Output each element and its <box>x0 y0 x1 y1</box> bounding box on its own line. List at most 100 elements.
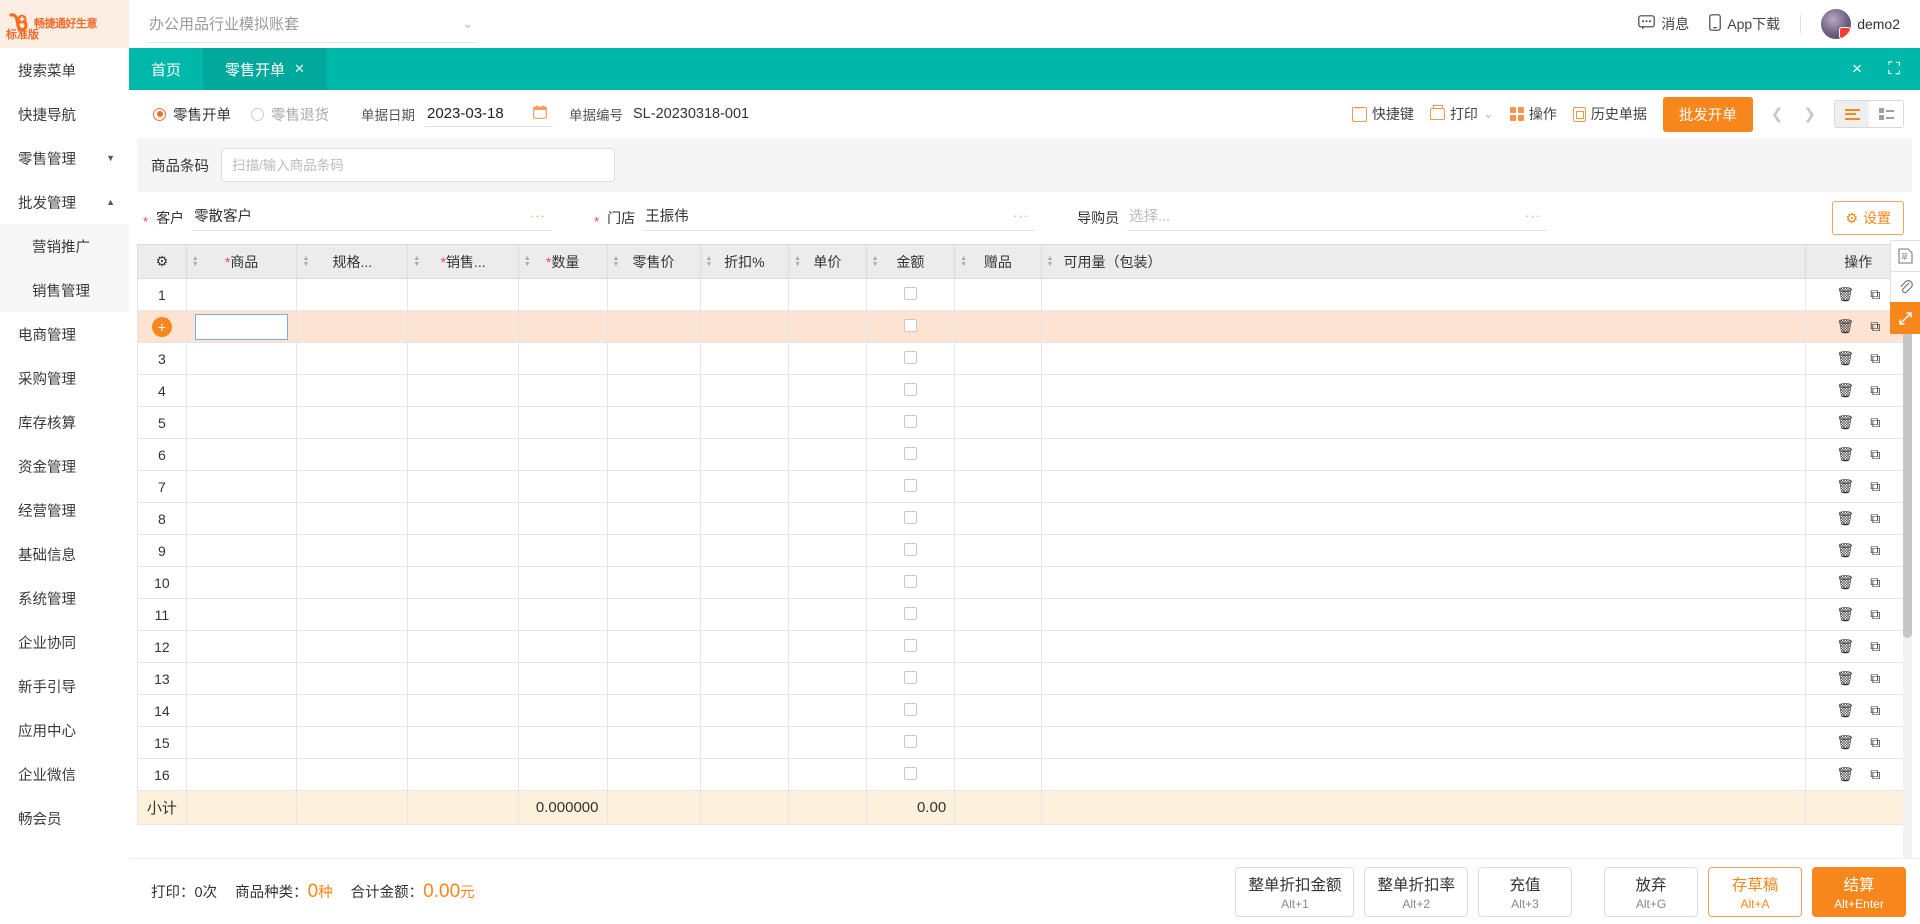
sort-icon[interactable]: ▲ ▼ <box>705 254 713 268</box>
table-row[interactable]: 3 🗑 ⧉ <box>137 342 1912 375</box>
trash-icon[interactable]: 🗑 <box>1836 414 1855 430</box>
table-row[interactable]: 11 🗑 ⧉ <box>137 598 1912 631</box>
sort-icon[interactable]: ▲ ▼ <box>612 254 620 268</box>
trash-icon[interactable]: 🗑 <box>1836 542 1855 558</box>
copy-row-icon[interactable]: ⧉ <box>1870 638 1881 654</box>
sidebar-item-retail-mgmt[interactable]: 零售管理 ▼ <box>0 136 129 180</box>
table-row[interactable]: 14 🗑 ⧉ <box>137 694 1912 727</box>
column-header-retail-price[interactable]: ▲ ▼ 零售价 <box>606 244 701 279</box>
card-view-icon[interactable] <box>1869 101 1903 127</box>
user-menu[interactable]: demo2 <box>1821 9 1900 39</box>
guide-input[interactable]: 选择... ··· <box>1127 205 1548 231</box>
shortcut-keys-button[interactable]: 快捷键 <box>1351 103 1414 124</box>
print-button[interactable]: 打印 ⌄ <box>1429 104 1494 124</box>
copy-row-icon[interactable]: ⧉ <box>1870 734 1881 750</box>
sort-icon[interactable]: ▲ ▼ <box>302 254 310 268</box>
gift-checkbox[interactable] <box>903 702 917 716</box>
gift-checkbox[interactable] <box>903 478 917 492</box>
trash-icon[interactable]: 🗑 <box>1836 638 1855 654</box>
trash-icon[interactable]: 🗑 <box>1836 574 1855 590</box>
trash-icon[interactable]: 🗑 <box>1836 606 1855 622</box>
column-header-sales[interactable]: ▲ ▼ *销售... <box>407 244 519 279</box>
expand-icon[interactable] <box>1890 302 1920 334</box>
close-all-tabs-icon[interactable]: × <box>1852 59 1863 78</box>
table-row[interactable]: 13 🗑 ⧉ <box>137 662 1912 695</box>
gear-icon[interactable]: ⚙ <box>155 253 169 269</box>
copy-row-icon[interactable]: ⧉ <box>1870 446 1881 462</box>
fullscreen-icon[interactable]: ⛶ <box>1888 59 1900 78</box>
table-settings-header[interactable]: ⚙ <box>137 244 187 279</box>
gift-checkbox[interactable] <box>903 286 917 300</box>
copy-row-icon[interactable]: ⧉ <box>1870 574 1881 590</box>
table-row[interactable]: 4 🗑 ⧉ <box>137 374 1912 407</box>
calendar-icon[interactable] <box>533 104 547 122</box>
scrollbar-thumb[interactable] <box>1903 278 1912 638</box>
table-row[interactable]: 5 🗑 ⧉ <box>137 406 1912 439</box>
sidebar-item-ecommerce[interactable]: 电商管理 <box>0 312 129 356</box>
sidebar-item-sales-mgmt[interactable]: 销售管理 <box>0 268 129 312</box>
ellipsis-icon[interactable]: ··· <box>1525 208 1542 223</box>
copy-row-icon[interactable]: ⧉ <box>1870 286 1881 302</box>
table-row[interactable]: 1 🗑 ⧉ <box>137 278 1912 311</box>
copy-row-icon[interactable]: ⧉ <box>1870 318 1881 334</box>
gift-checkbox[interactable] <box>903 510 917 524</box>
trash-icon[interactable]: 🗑 <box>1836 382 1855 398</box>
column-header-gift[interactable]: ▲ ▼ 赠品 <box>954 244 1042 279</box>
table-row[interactable]: 7 🗑 ⧉ <box>137 470 1912 503</box>
sidebar-item-funds[interactable]: 资金管理 <box>0 444 129 488</box>
copy-row-icon[interactable]: ⧉ <box>1870 478 1881 494</box>
sidebar-item-marketing[interactable]: 营销推广 <box>0 224 129 268</box>
copy-row-icon[interactable]: ⧉ <box>1870 702 1881 718</box>
chevron-left-icon[interactable]: ❮ <box>1770 106 1784 123</box>
sidebar-item-system-mgmt[interactable]: 系统管理 <box>0 576 129 620</box>
trash-icon[interactable]: 🗑 <box>1836 734 1855 750</box>
recharge-button[interactable]: 充值 Alt+3 <box>1478 866 1572 917</box>
whole-order-discount-amount-button[interactable]: 整单折扣金额 Alt+1 <box>1235 866 1355 917</box>
chevron-right-icon[interactable]: ❯ <box>1803 106 1816 123</box>
settings-button[interactable]: ⚙ 设置 <box>1832 201 1904 235</box>
sidebar-item-wechat-work[interactable]: 企业微信 <box>0 752 129 796</box>
gift-checkbox[interactable] <box>903 734 917 748</box>
gift-checkbox[interactable] <box>903 318 917 332</box>
gift-checkbox[interactable] <box>903 574 917 588</box>
radio-retail-order[interactable]: 零售开单 <box>153 104 231 125</box>
column-header-available[interactable]: ▲ ▼ 可用量（包装） <box>1040 244 1806 279</box>
trash-icon[interactable]: 🗑 <box>1836 286 1855 302</box>
trash-icon[interactable]: 🗑 <box>1836 670 1855 686</box>
list-view-icon[interactable] <box>1835 101 1869 127</box>
sort-icon[interactable]: ▲ ▼ <box>413 254 421 268</box>
sidebar-item-search-menu[interactable]: 搜索菜单 <box>0 48 129 92</box>
sidebar-item-quick-nav[interactable]: 快捷导航 <box>0 92 129 136</box>
operate-button[interactable]: 操作 <box>1509 104 1557 124</box>
account-selector[interactable]: 办公用品行业模拟账套 ⌄ <box>147 5 477 43</box>
column-header-unit-price[interactable]: ▲ ▼ 单价 <box>788 244 867 279</box>
table-row[interactable]: 9 🗑 ⧉ <box>137 534 1912 567</box>
copy-row-icon[interactable]: ⧉ <box>1870 670 1881 686</box>
sidebar-item-basic-info[interactable]: 基础信息 <box>0 532 129 576</box>
row-add-button[interactable]: + <box>137 310 187 343</box>
sidebar-item-inventory[interactable]: 库存核算 <box>0 400 129 444</box>
add-row-icon[interactable]: + <box>151 316 172 337</box>
store-input[interactable]: 王振伟 ··· <box>643 205 1036 231</box>
table-row[interactable]: 15 🗑 ⧉ <box>137 726 1912 759</box>
sidebar-item-collaboration[interactable]: 企业协同 <box>0 620 129 664</box>
gift-checkbox[interactable] <box>903 542 917 556</box>
sidebar-item-app-center[interactable]: 应用中心 <box>0 708 129 752</box>
customer-input[interactable]: 零散客户 ··· <box>192 205 553 231</box>
history-documents-button[interactable]: 历史单据 <box>1572 104 1647 124</box>
tab-home[interactable]: 首页 <box>129 48 203 90</box>
table-vertical-scrollbar[interactable] <box>1903 244 1912 858</box>
trash-icon[interactable]: 🗑 <box>1836 702 1855 718</box>
column-header-spec[interactable]: ▲ ▼ 规格... <box>296 244 409 279</box>
column-header-product[interactable]: ▲ ▼ *商品 <box>185 244 298 279</box>
trash-icon[interactable]: 🗑 <box>1836 478 1855 494</box>
sidebar-item-wholesale-mgmt[interactable]: 批发管理 ▲ <box>0 180 129 224</box>
sort-icon[interactable]: ▲ ▼ <box>960 254 968 268</box>
ellipsis-icon[interactable]: ··· <box>530 208 547 223</box>
sidebar-item-onboarding[interactable]: 新手引导 <box>0 664 129 708</box>
discard-button[interactable]: 放弃 Alt+G <box>1604 866 1698 917</box>
copy-row-icon[interactable]: ⧉ <box>1870 350 1881 366</box>
gift-checkbox[interactable] <box>903 606 917 620</box>
sort-icon[interactable]: ▲ ▼ <box>523 254 531 268</box>
trash-icon[interactable]: 🗑 <box>1836 766 1855 782</box>
